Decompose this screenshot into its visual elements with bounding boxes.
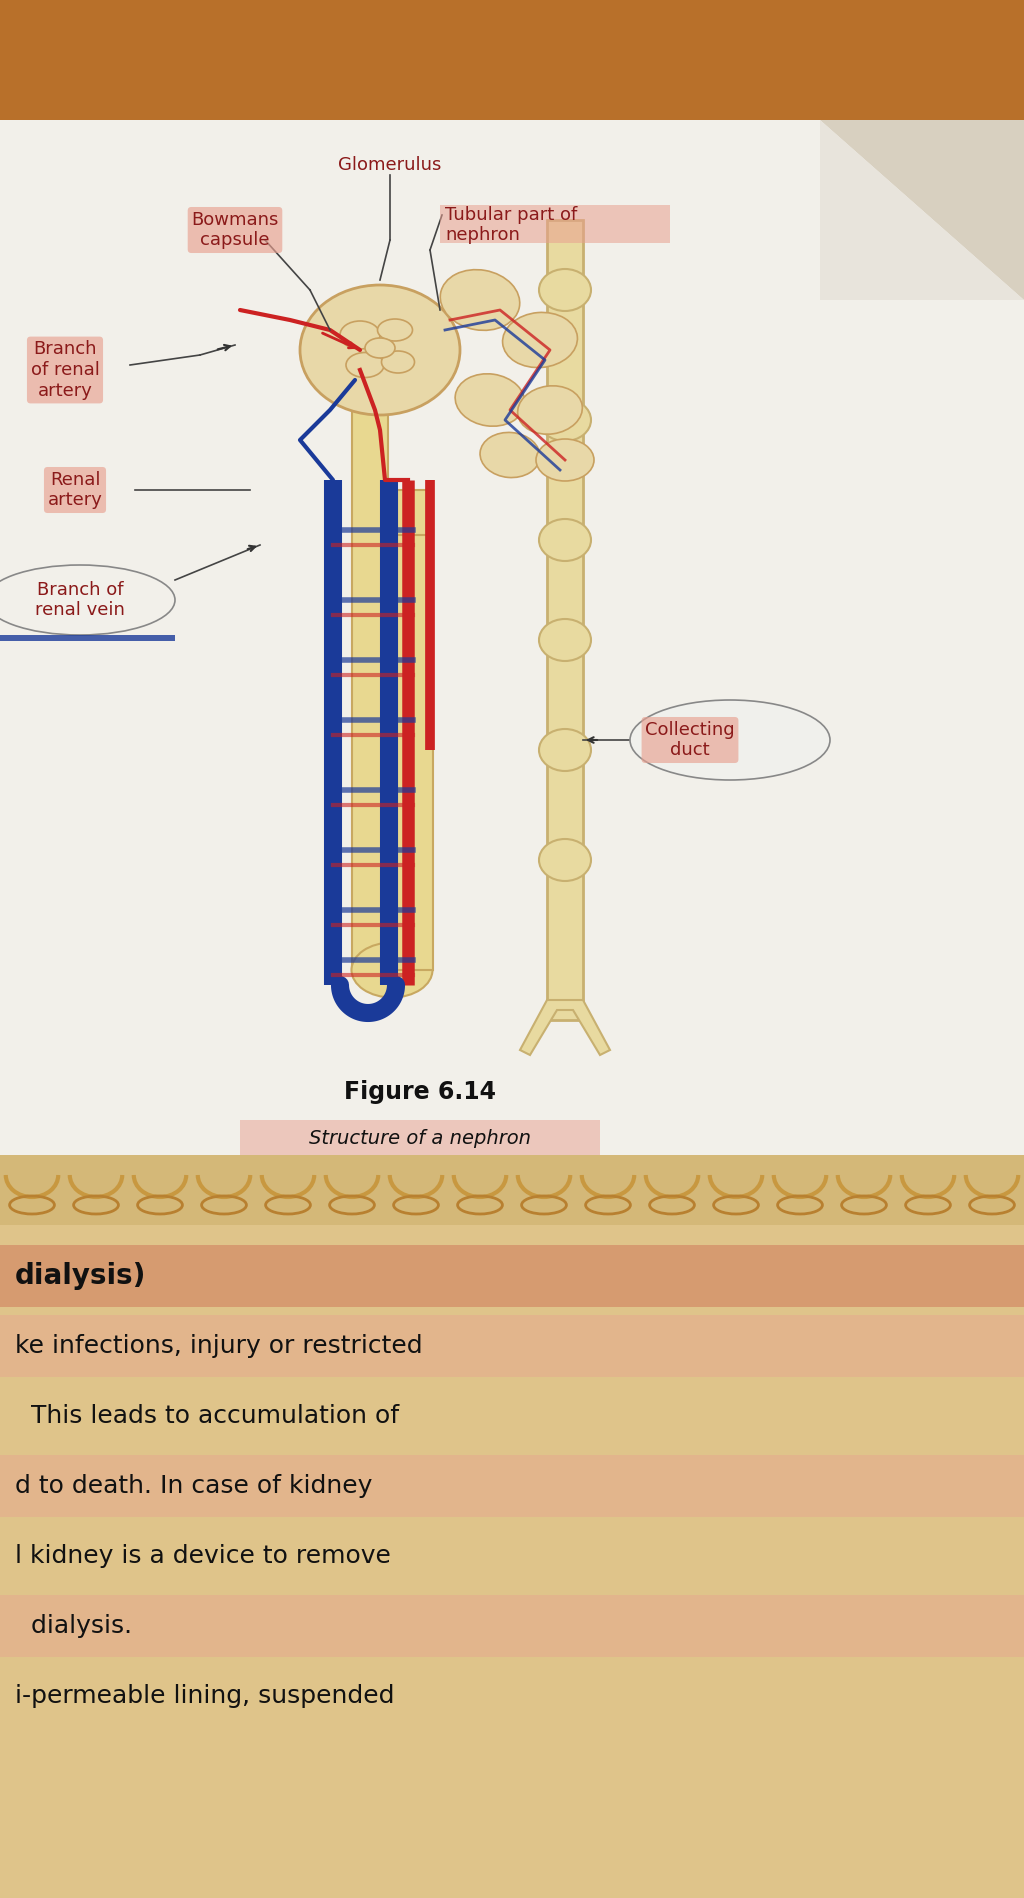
Bar (0, 0, 1024, 180)
Polygon shape (520, 1000, 610, 1055)
Text: d to death. In case of kidney: d to death. In case of kidney (15, 1475, 373, 1498)
Text: dialysis): dialysis) (15, 1262, 146, 1291)
Text: Branch
of renal
artery: Branch of renal artery (31, 340, 99, 400)
Bar (397, 490, 433, 535)
Text: This leads to accumulation of: This leads to accumulation of (15, 1405, 399, 1427)
Ellipse shape (365, 338, 395, 359)
Bar (547, 220, 583, 1019)
Polygon shape (820, 120, 1024, 300)
Text: dialysis.: dialysis. (15, 1613, 132, 1638)
Ellipse shape (630, 700, 830, 780)
Bar (0, 636, 175, 642)
Ellipse shape (300, 285, 460, 416)
Text: Branch of
renal vein: Branch of renal vein (35, 581, 125, 619)
Bar (0, 1456, 1024, 1517)
Text: Figure 6.14: Figure 6.14 (344, 1080, 496, 1105)
Bar (0, 1156, 1024, 1224)
Ellipse shape (480, 433, 540, 478)
Ellipse shape (351, 943, 432, 998)
Text: Renal
artery: Renal artery (47, 471, 102, 509)
Bar (440, 205, 670, 243)
Ellipse shape (378, 319, 413, 342)
Text: Glomerulus: Glomerulus (338, 156, 441, 175)
Bar (0, 1594, 1024, 1657)
Text: i-permeable lining, suspended: i-permeable lining, suspended (15, 1684, 394, 1708)
Text: Collecting
duct: Collecting duct (645, 721, 735, 759)
Ellipse shape (539, 619, 591, 661)
Ellipse shape (340, 321, 380, 349)
Ellipse shape (539, 518, 591, 562)
Bar (397, 530, 433, 970)
Ellipse shape (539, 399, 591, 440)
Bar (0, 120, 1024, 1220)
Bar (0, 1315, 1024, 1378)
FancyBboxPatch shape (0, 1215, 1024, 1898)
Bar (382, 480, 396, 985)
Ellipse shape (539, 839, 591, 881)
Ellipse shape (346, 353, 384, 378)
Bar (352, 389, 388, 970)
Ellipse shape (455, 374, 525, 427)
Polygon shape (820, 120, 1024, 300)
Bar (326, 480, 340, 979)
Text: l kidney is a device to remove: l kidney is a device to remove (15, 1543, 391, 1568)
Text: Tubular part of
nephron: Tubular part of nephron (445, 205, 578, 245)
Ellipse shape (539, 729, 591, 771)
Ellipse shape (382, 351, 415, 374)
Text: Structure of a nephron: Structure of a nephron (309, 1129, 531, 1148)
Ellipse shape (503, 313, 578, 368)
Ellipse shape (539, 270, 591, 311)
Bar (0, 1245, 1024, 1308)
Ellipse shape (536, 438, 594, 480)
Ellipse shape (518, 385, 583, 435)
Text: ke infections, injury or restricted: ke infections, injury or restricted (15, 1334, 423, 1357)
Text: Bowmans
capsule: Bowmans capsule (191, 211, 279, 249)
Ellipse shape (440, 270, 520, 330)
Bar (240, 1120, 600, 1158)
